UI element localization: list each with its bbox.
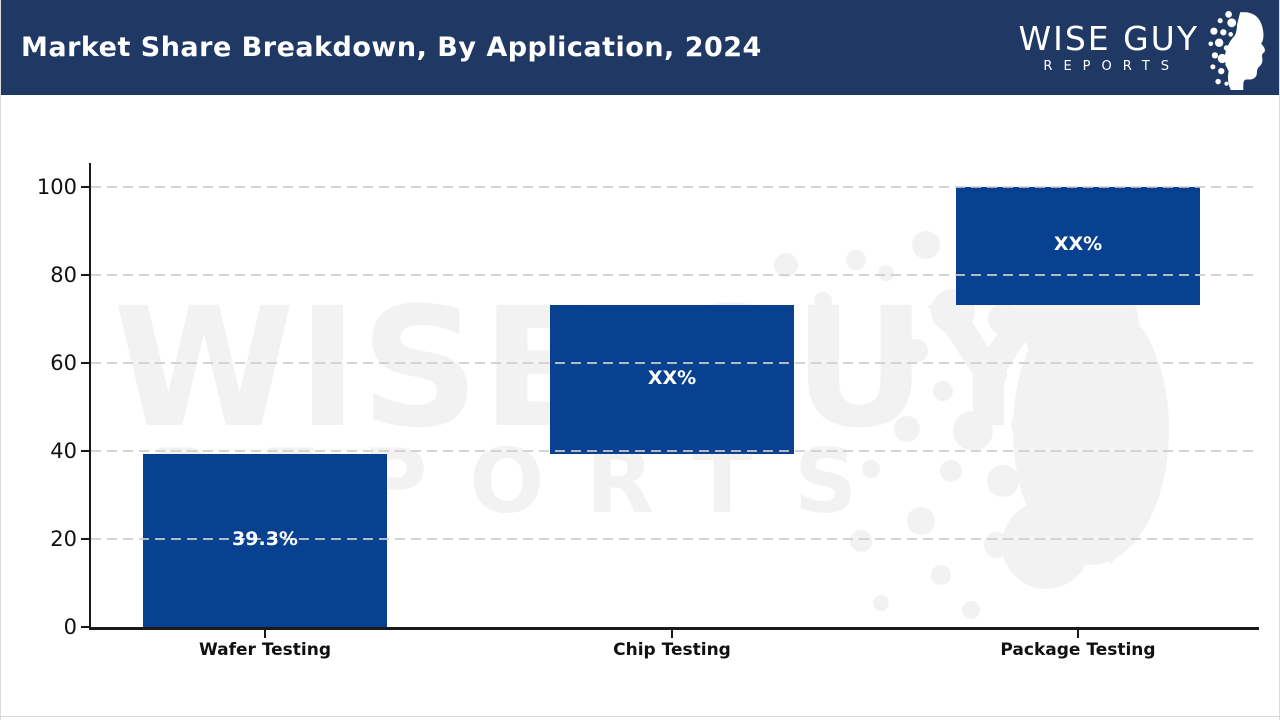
x-tick-mark-3 — [1077, 630, 1079, 638]
bar-value-label-3: XX% — [1053, 232, 1103, 255]
page-title: Market Share Breakdown, By Application, … — [21, 32, 762, 63]
page-bottom-divider — [1, 716, 1279, 717]
logo-name-text: WISE GUY — [1018, 19, 1199, 58]
x-tick-label-2: Chip Testing — [613, 640, 731, 660]
bar-segment-3 — [956, 187, 1200, 305]
header-bar: Market Share Breakdown, By Application, … — [1, 0, 1279, 95]
x-tick-mark-2 — [671, 630, 673, 638]
y-tick-mark-20 — [81, 538, 90, 540]
logo-sub-text: REPORTS — [1043, 59, 1181, 74]
bar-segment-2 — [550, 304, 794, 455]
x-tick-label-3: Package Testing — [1000, 640, 1156, 660]
x-tick-label-1: Wafer Testing — [198, 640, 332, 660]
gridline-y-80 — [91, 274, 1256, 276]
y-tick-label-60: 60 — [50, 351, 77, 375]
gridline-y-20 — [91, 538, 1256, 540]
y-tick-mark-60 — [81, 362, 90, 364]
wiseguy-head-icon — [1208, 10, 1265, 90]
wiseguy-logo: WISE GUY REPORTS — [1018, 6, 1273, 90]
gridline-y-60 — [91, 362, 1256, 364]
bar-value-label-2: XX% — [647, 366, 697, 389]
gridline-y-40 — [91, 450, 1256, 452]
x-axis-spine — [89, 627, 1259, 630]
bar-segment-1 — [143, 454, 387, 627]
bar-value-label-1: 39.3% — [232, 527, 298, 550]
gridline-y-100 — [91, 186, 1256, 188]
y-tick-mark-0 — [81, 626, 90, 628]
wiseguy-logo-text: WISE GUY REPORTS — [1018, 22, 1199, 73]
y-tick-mark-100 — [81, 186, 90, 188]
y-tick-mark-80 — [81, 274, 90, 276]
y-axis-spine — [89, 163, 91, 630]
y-tick-label-80: 80 — [50, 263, 77, 287]
y-tick-label-100: 100 — [36, 175, 77, 199]
y-tick-label-20: 20 — [50, 527, 77, 551]
y-tick-label-0: 0 — [63, 615, 77, 639]
y-tick-mark-40 — [81, 450, 90, 452]
x-tick-mark-1 — [264, 630, 266, 638]
y-tick-label-40: 40 — [50, 439, 77, 463]
